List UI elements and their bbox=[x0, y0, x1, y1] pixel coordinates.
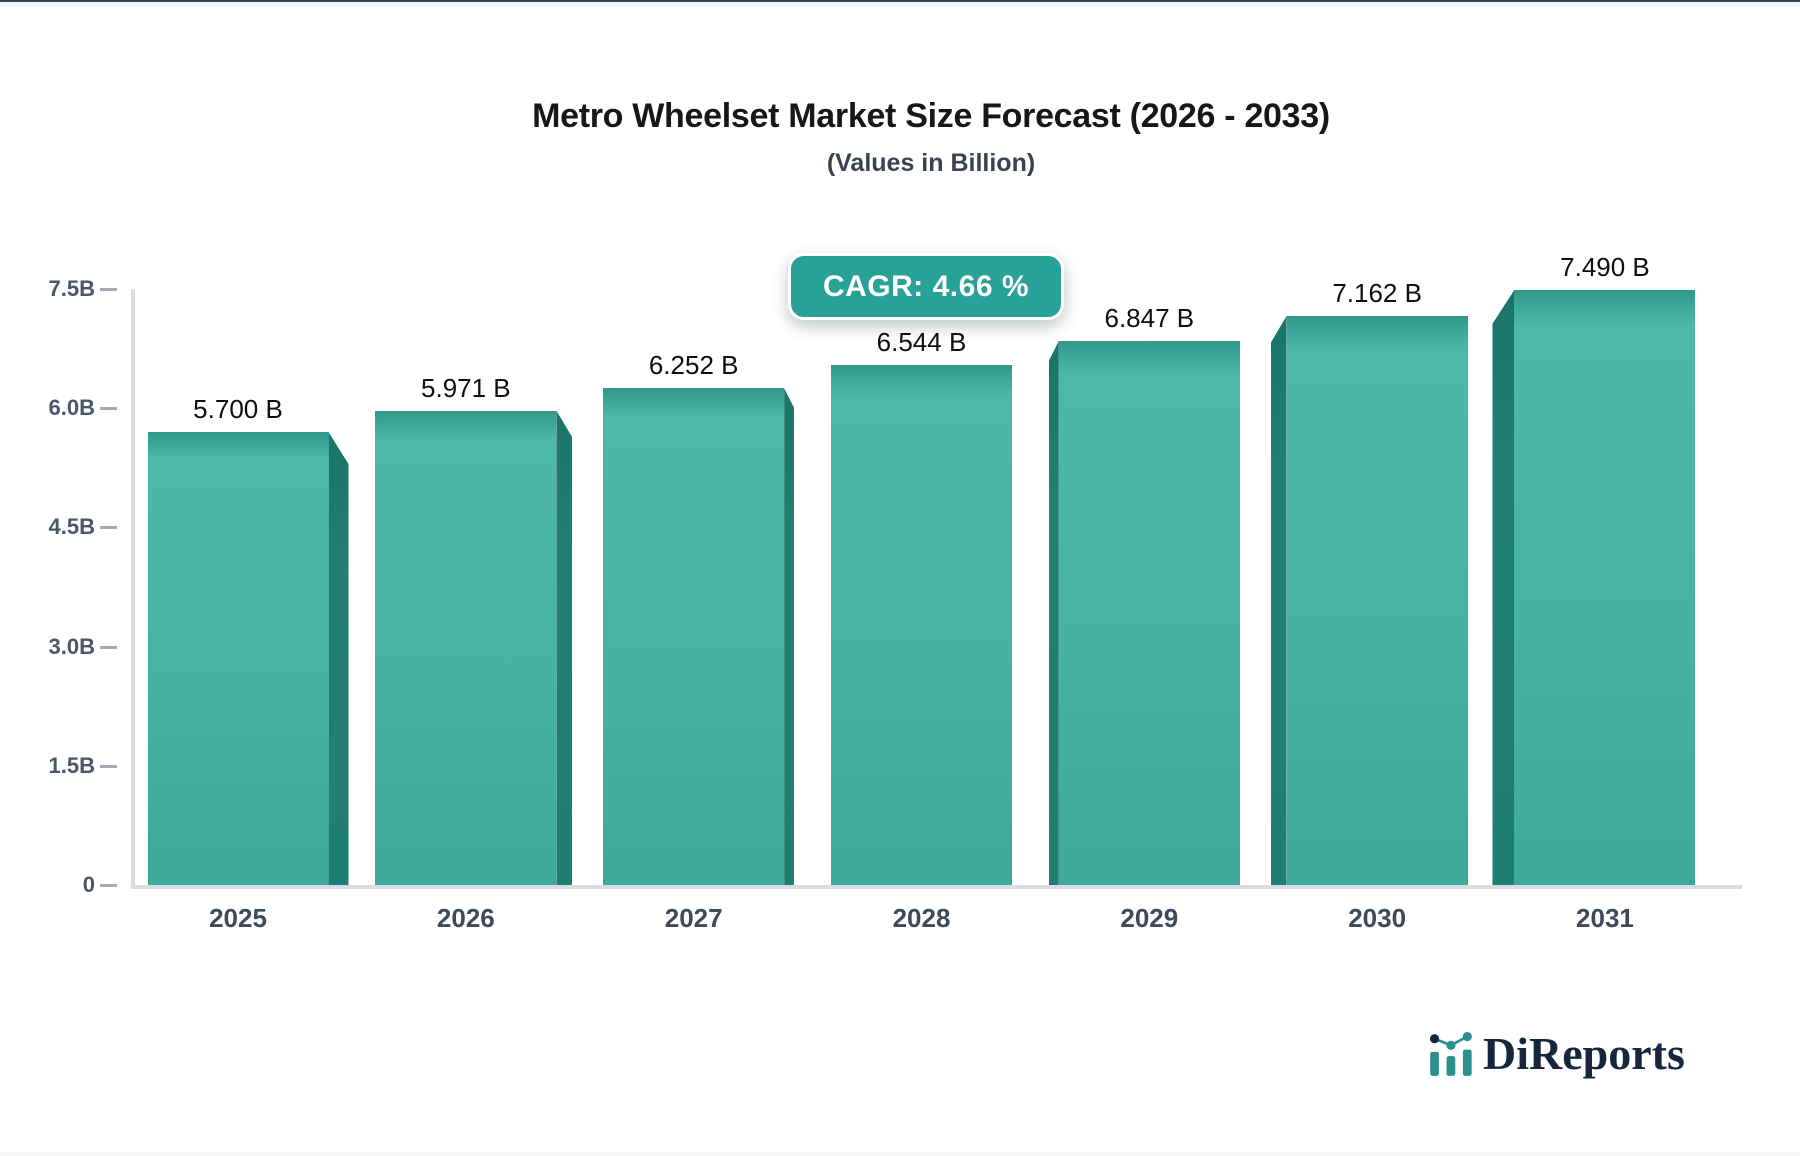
bar-side-2026 bbox=[556, 410, 573, 885]
x-axis-label-2025: 2025 bbox=[209, 903, 267, 933]
cagr-badge: CAGR: 4.66 % bbox=[788, 253, 1064, 320]
bar-2026 bbox=[375, 410, 557, 885]
x-axis-label-2027: 2027 bbox=[664, 903, 723, 933]
cagr-badge-label: CAGR: 4.66 % bbox=[822, 269, 1030, 303]
bar-value-label: 6.544 B bbox=[876, 326, 967, 357]
y-tick bbox=[100, 526, 117, 530]
x-axis-label-2031: 2031 bbox=[1576, 903, 1634, 933]
bar-side-2031 bbox=[1492, 289, 1515, 885]
y-axis-line bbox=[131, 289, 135, 889]
x-axis-label-2030: 2030 bbox=[1348, 903, 1407, 933]
x-axis-baseline bbox=[131, 885, 1742, 889]
y-tick-label: 1.5B bbox=[48, 752, 95, 778]
bar-value-label: 5.700 B bbox=[193, 394, 283, 425]
y-tick-label: 6.0B bbox=[48, 395, 95, 421]
y-tick-label: 4.5B bbox=[48, 514, 95, 540]
bottom-edge-band bbox=[0, 1152, 1800, 1156]
mini-bar-line-chart-icon bbox=[1428, 1030, 1476, 1078]
y-tick-label: 0 bbox=[82, 872, 95, 897]
bar-2025 bbox=[147, 432, 329, 885]
bar-value-label: 7.162 B bbox=[1332, 277, 1422, 308]
y-tick bbox=[100, 407, 117, 411]
bar-value-label: 6.847 B bbox=[1104, 302, 1195, 333]
chart-title: Metro Wheelset Market Size Forecast (202… bbox=[532, 97, 1330, 135]
top-edge-line bbox=[0, 0, 1800, 2]
x-axis-label-2026: 2026 bbox=[436, 903, 495, 933]
bar-side-2030 bbox=[1270, 315, 1287, 885]
top-edge-band bbox=[0, 2, 1800, 7]
bar-side-2027 bbox=[784, 388, 795, 885]
bar-2028 bbox=[830, 364, 1012, 885]
logo-wordmark: DiReports bbox=[1483, 1028, 1685, 1079]
bar-2030 bbox=[1286, 315, 1468, 885]
bar-value-label: 6.252 B bbox=[648, 350, 739, 381]
y-tick-label: 3.0B bbox=[48, 633, 95, 659]
x-axis-label-2029: 2029 bbox=[1120, 903, 1179, 933]
bar-side-2029 bbox=[1048, 340, 1059, 885]
chart-subtitle: (Values in Billion) bbox=[826, 149, 1036, 177]
bar-side-2025 bbox=[328, 432, 349, 885]
bar-2031 bbox=[1514, 289, 1696, 885]
y-tick bbox=[100, 288, 117, 291]
direports-logo: DiReports bbox=[1428, 1030, 1685, 1078]
y-tick bbox=[100, 645, 117, 649]
bar-2029 bbox=[1058, 340, 1240, 885]
bar-2027 bbox=[603, 388, 785, 885]
y-tick bbox=[100, 764, 117, 768]
y-tick bbox=[100, 884, 117, 887]
x-axis-label-2028: 2028 bbox=[892, 903, 951, 933]
y-tick-label: 7.5B bbox=[48, 276, 95, 301]
bar-value-label: 5.971 B bbox=[421, 372, 511, 403]
bar-value-label: 7.490 B bbox=[1560, 251, 1650, 282]
